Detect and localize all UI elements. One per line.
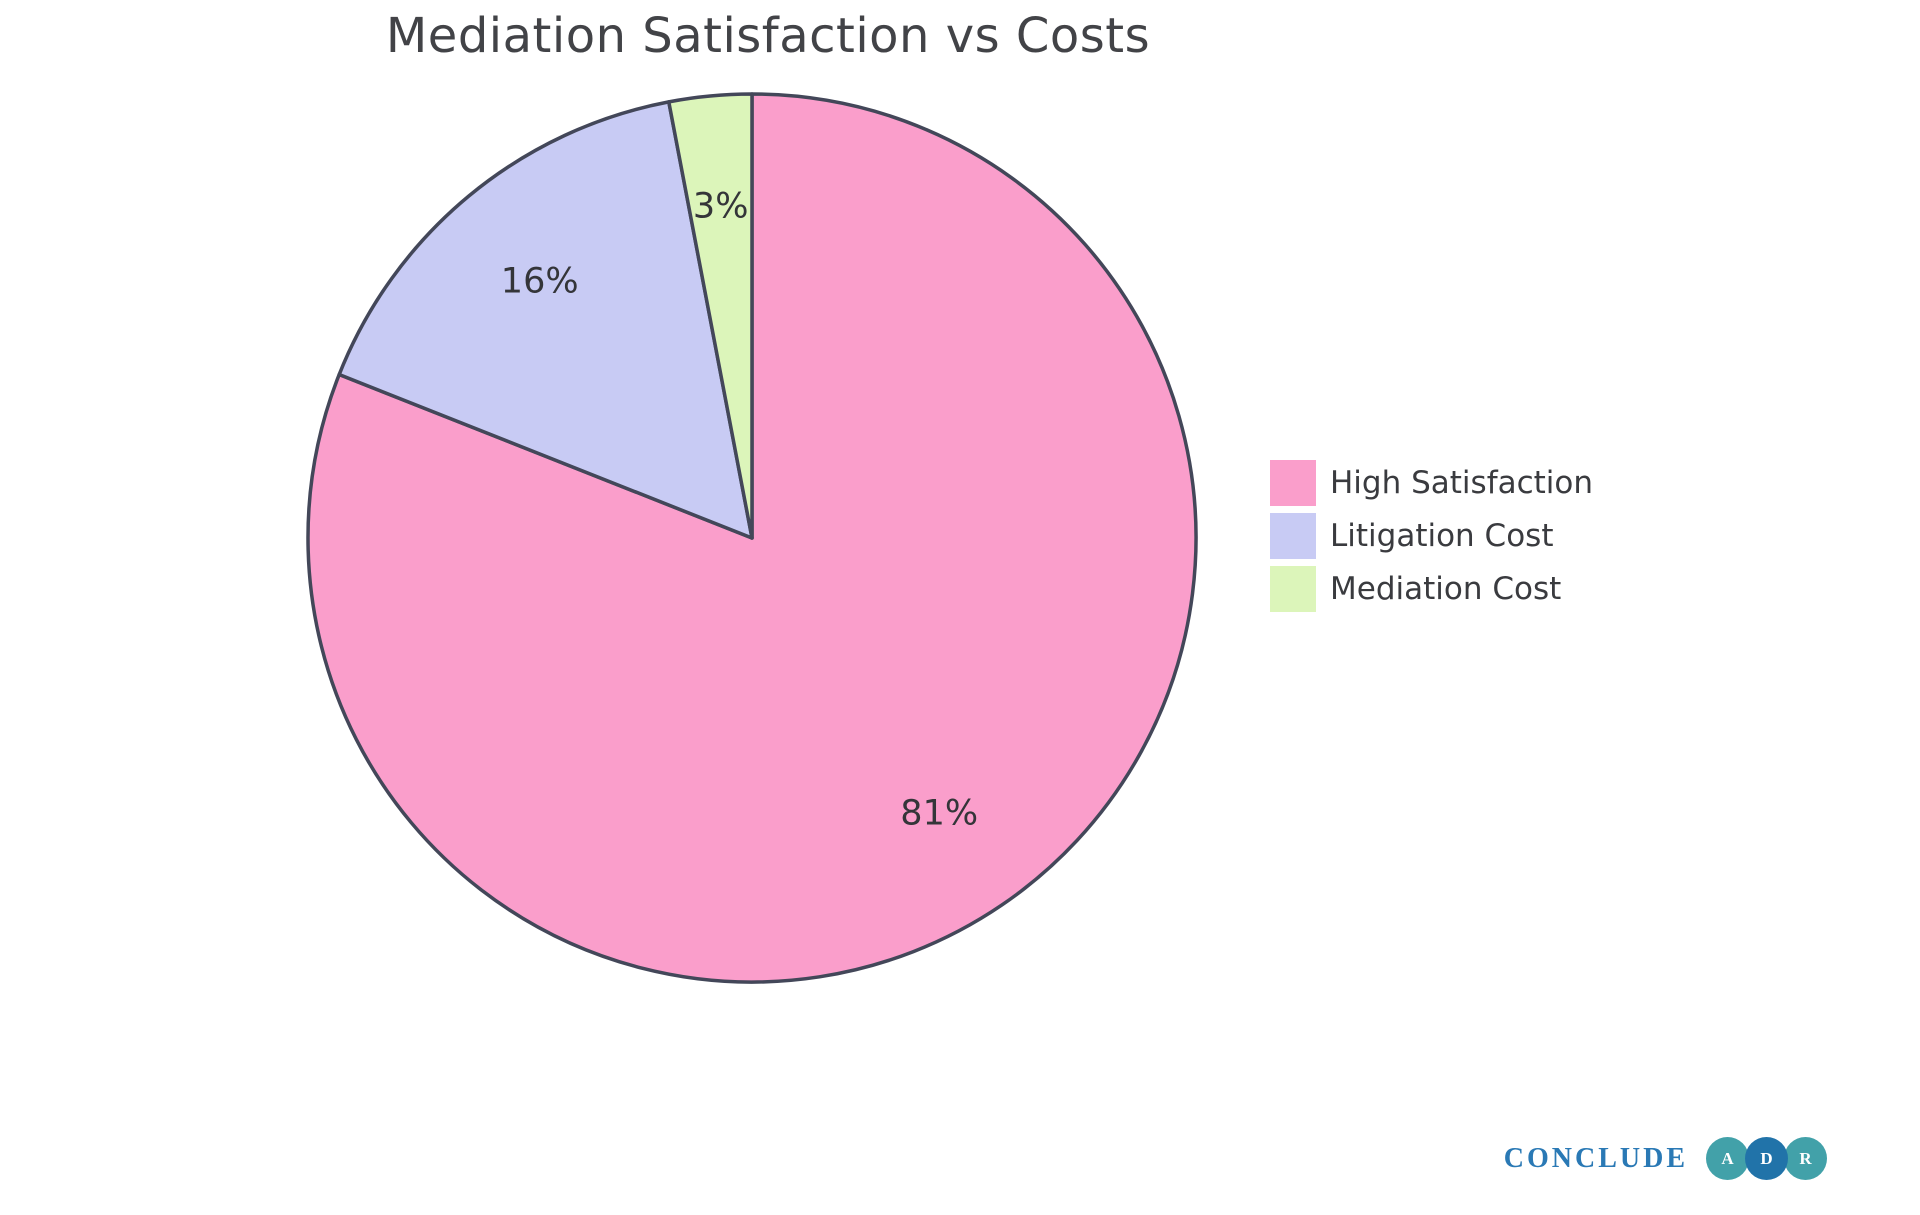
brand-logo: CONCLUDE A D R <box>1504 1137 1827 1180</box>
legend-label-litigation-cost: Litigation Cost <box>1330 518 1554 554</box>
legend-item-mediation-cost[interactable]: Mediation Cost <box>1270 566 1593 612</box>
legend-item-litigation-cost[interactable]: Litigation Cost <box>1270 513 1593 559</box>
legend-swatch-mediation-cost <box>1270 566 1316 612</box>
legend-swatch-litigation-cost <box>1270 513 1316 559</box>
pie-slice-litigation-cost[interactable] <box>337 100 754 540</box>
pie-percent-label-mediation-cost: 3% <box>693 187 749 227</box>
pie-percent-label-litigation-cost: 16% <box>501 261 579 301</box>
chart-title: Mediation Satisfaction vs Costs <box>385 8 1151 64</box>
brand-circle-d: D <box>1745 1137 1788 1180</box>
legend-label-mediation-cost: Mediation Cost <box>1330 571 1562 607</box>
brand-badge: A D R <box>1706 1137 1827 1180</box>
legend-swatch-high-satisfaction <box>1270 460 1316 506</box>
legend: High Satisfaction Litigation Cost Mediat… <box>1270 460 1593 619</box>
brand-circle-r: R <box>1784 1137 1827 1180</box>
brand-circle-a: A <box>1706 1137 1749 1180</box>
pie-percent-label-high-satisfaction: 81% <box>900 793 978 833</box>
brand-wordmark: CONCLUDE <box>1503 1142 1688 1174</box>
pie-slice-mediation-cost[interactable] <box>667 92 754 540</box>
legend-label-high-satisfaction: High Satisfaction <box>1330 465 1594 501</box>
legend-item-high-satisfaction[interactable]: High Satisfaction <box>1270 460 1593 506</box>
